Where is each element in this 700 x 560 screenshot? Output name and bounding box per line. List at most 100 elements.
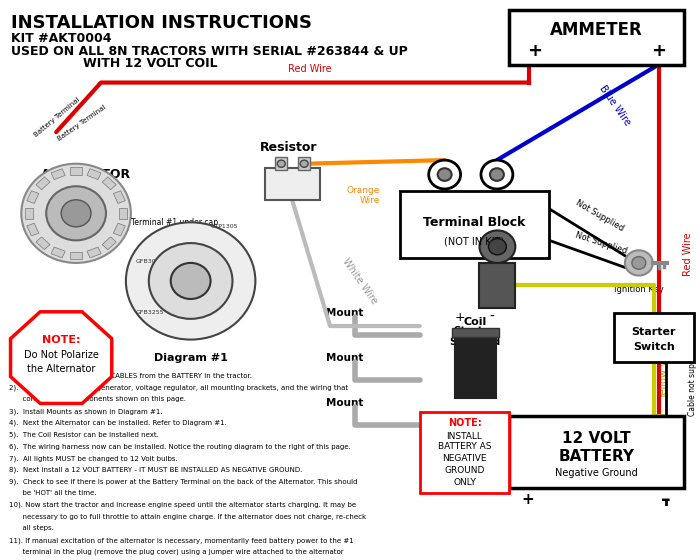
Text: 5).  The Coil Resistor can be installed next.: 5). The Coil Resistor can be installed n… <box>9 432 159 438</box>
Text: Solenoid: Solenoid <box>449 337 500 347</box>
Text: Orange
Wire: Orange Wire <box>346 185 380 205</box>
Polygon shape <box>10 312 112 403</box>
Text: 11). If manual excitation of the alternator is necessary, momentarily feed batte: 11). If manual excitation of the alterna… <box>9 537 354 544</box>
Text: Coil: Coil <box>464 316 487 326</box>
Bar <box>400 191 550 258</box>
Text: Mount: Mount <box>326 353 364 363</box>
Text: NOTE:: NOTE: <box>448 418 482 428</box>
Text: Starter: Starter <box>454 326 496 336</box>
Text: ONLY: ONLY <box>453 478 476 487</box>
Circle shape <box>481 160 513 189</box>
Text: Do Not Polarize: Do Not Polarize <box>24 350 99 360</box>
Text: ALTERNATOR: ALTERNATOR <box>41 168 132 181</box>
Bar <box>510 11 684 64</box>
Text: USED ON ALL 8N TRACTORS WITH SERIAL #263844 & UP: USED ON ALL 8N TRACTORS WITH SERIAL #263… <box>11 45 408 58</box>
Text: WITH 12 VOLT COIL: WITH 12 VOLT COIL <box>83 57 218 71</box>
Circle shape <box>300 160 308 167</box>
Text: Resistor: Resistor <box>260 141 318 154</box>
Text: KIT #AKT0004: KIT #AKT0004 <box>11 32 112 45</box>
Text: Yellow Wire: Yellow Wire <box>659 344 668 399</box>
Text: Switch: Switch <box>633 342 675 352</box>
Bar <box>298 157 310 170</box>
Text: GFB3255: GFB3255 <box>136 310 164 315</box>
Text: necessary to go to full throttle to attain engine charge. If the alternator does: necessary to go to full throttle to atta… <box>9 514 367 520</box>
Text: Battery Terminal: Battery Terminal <box>34 96 81 138</box>
Text: Blue Wire: Blue Wire <box>597 83 632 127</box>
Bar <box>614 312 694 362</box>
Bar <box>480 263 515 308</box>
Text: Red Wire: Red Wire <box>288 63 332 73</box>
Text: 12 VOLT: 12 VOLT <box>562 431 631 446</box>
Bar <box>70 167 82 175</box>
Text: all steps.: all steps. <box>9 525 54 531</box>
Text: INSTALL: INSTALL <box>447 432 482 441</box>
Bar <box>119 208 127 219</box>
Bar <box>420 412 510 493</box>
Bar <box>510 416 684 488</box>
Circle shape <box>428 160 461 189</box>
Bar <box>113 191 125 203</box>
Text: Starter: Starter <box>631 328 676 337</box>
Bar <box>102 237 116 250</box>
Text: the Alternator: the Alternator <box>27 365 95 374</box>
Text: +: + <box>521 492 533 507</box>
Text: Not Supplied: Not Supplied <box>574 199 626 234</box>
Bar <box>36 177 50 190</box>
Circle shape <box>277 160 286 167</box>
Text: Battery Terminal: Battery Terminal <box>56 104 106 142</box>
Circle shape <box>126 222 256 339</box>
Circle shape <box>46 186 106 240</box>
Text: CTP1305: CTP1305 <box>211 225 238 230</box>
Bar <box>87 247 101 258</box>
Bar <box>452 328 499 337</box>
Text: Ignition Key: Ignition Key <box>614 284 664 293</box>
Text: Diagram #1: Diagram #1 <box>154 353 228 363</box>
Text: –: – <box>661 489 671 508</box>
Text: connects the components shown on this page.: connects the components shown on this pa… <box>9 396 186 403</box>
Circle shape <box>438 168 452 181</box>
Text: White Wire: White Wire <box>340 256 379 306</box>
Circle shape <box>625 250 653 276</box>
Text: be 'HOT' all the time.: be 'HOT' all the time. <box>9 490 97 496</box>
Circle shape <box>171 263 211 299</box>
Text: Mount: Mount <box>326 308 364 318</box>
Bar <box>265 168 320 200</box>
Text: Terminal #1 under cap: Terminal #1 under cap <box>131 218 218 227</box>
Bar <box>51 169 65 180</box>
Text: 6).  The wiring harness now can be installed. Notice the routing diagram to the : 6). The wiring harness now can be instal… <box>9 444 351 450</box>
Text: 1).  Disconnect the BATTERY CABLES from the BATTERY in the tractor.: 1). Disconnect the BATTERY CABLES from t… <box>9 373 253 380</box>
Text: 9).  Check to see if there is power at the Battery Terminal on the back of the A: 9). Check to see if there is power at th… <box>9 478 358 485</box>
Bar <box>87 169 101 180</box>
Text: BATTERY: BATTERY <box>559 449 634 464</box>
Text: BATTERY AS: BATTERY AS <box>438 442 491 451</box>
Bar <box>25 208 34 219</box>
Circle shape <box>489 239 506 255</box>
Bar <box>27 223 38 236</box>
Circle shape <box>480 231 515 263</box>
Text: Negative Ground: Negative Ground <box>555 468 638 478</box>
Text: AMMETER: AMMETER <box>550 21 643 39</box>
Bar <box>113 223 125 236</box>
Text: +: + <box>651 42 666 60</box>
Bar <box>275 157 287 170</box>
Text: -: - <box>489 310 494 324</box>
Circle shape <box>632 256 646 269</box>
Text: Mount: Mount <box>326 398 364 408</box>
Text: Cable not supplied: Cable not supplied <box>687 344 696 416</box>
Text: Terminal Block: Terminal Block <box>424 216 526 229</box>
Text: GFB304: GFB304 <box>136 259 160 264</box>
Text: (NOT IN KIT): (NOT IN KIT) <box>444 236 505 246</box>
Text: 10). Now start the tractor and increase engine speed until the alternator starts: 10). Now start the tractor and increase … <box>9 502 356 508</box>
Text: +: + <box>527 42 542 60</box>
Text: 4).  Next the Alternator can be installed. Refer to Diagram #1.: 4). Next the Alternator can be installed… <box>9 420 228 426</box>
Text: GROUND: GROUND <box>444 466 484 475</box>
Text: terminal in the plug (remove the plug cover) using a jumper wire attached to the: terminal in the plug (remove the plug co… <box>9 549 344 556</box>
Bar <box>36 237 50 250</box>
Text: 8).  Next install a 12 VOLT BATTERY - IT MUST BE INSTALLED AS NEGATIVE GROUND.: 8). Next install a 12 VOLT BATTERY - IT … <box>9 466 302 473</box>
Text: 7).  All lights MUST be changed to 12 Volt bulbs.: 7). All lights MUST be changed to 12 Vol… <box>9 455 178 461</box>
Text: NOTE:: NOTE: <box>42 334 80 344</box>
Text: NEGATIVE: NEGATIVE <box>442 454 486 463</box>
Text: 2).  Remove the existing generator, voltage regulator, all mounting brackets, an: 2). Remove the existing generator, volta… <box>9 385 349 391</box>
Bar <box>51 247 65 258</box>
Text: Not Supplied: Not Supplied <box>574 230 629 256</box>
